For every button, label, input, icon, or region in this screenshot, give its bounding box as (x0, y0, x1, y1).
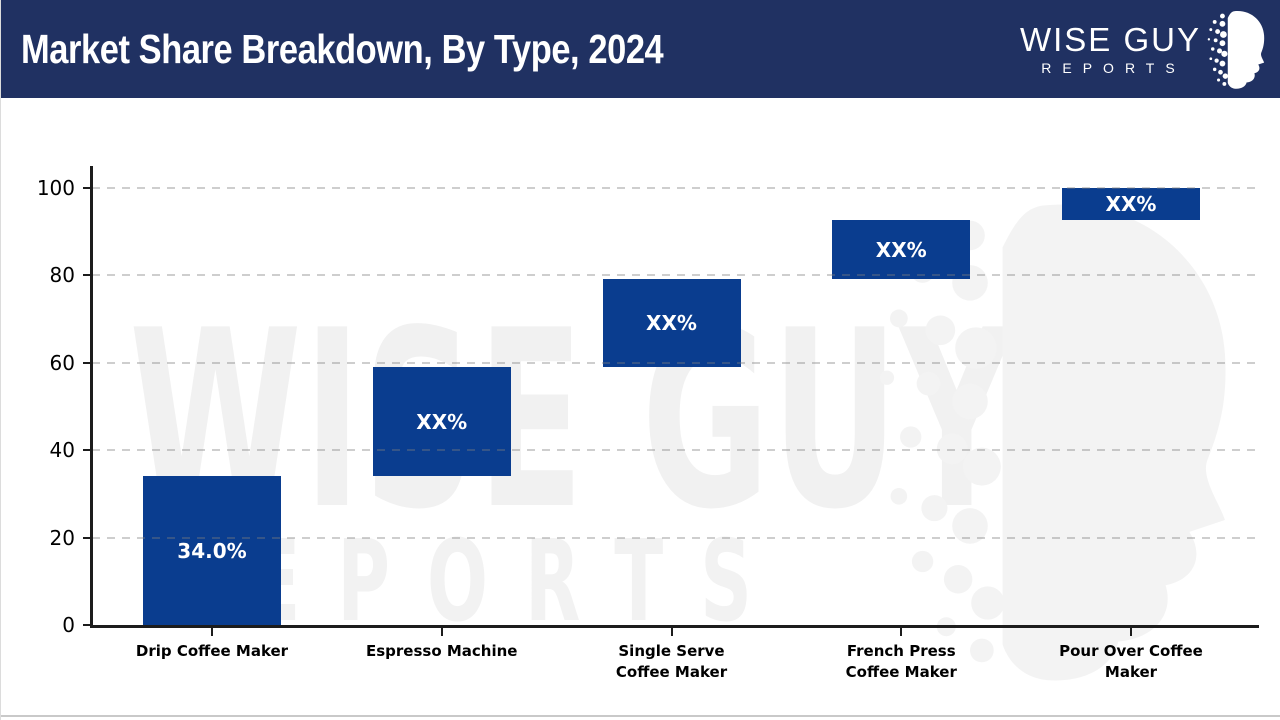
bar-segment (143, 476, 281, 625)
y-tick-label: 20 (49, 525, 75, 550)
watermark-head-icon (879, 204, 1226, 681)
wiseguy-head-icon (1207, 11, 1265, 89)
x-tick-label: Pour Over Coffee Maker (1059, 642, 1203, 681)
x-tick-label: Single Serve Coffee Maker (615, 642, 728, 681)
bar-value-label: XX% (416, 409, 468, 434)
y-tick-label: 40 (49, 438, 75, 462)
y-tick-mark (83, 536, 92, 539)
gridline (92, 361, 1259, 364)
bar-value-label: XX% (1105, 191, 1157, 216)
y-tick-mark (83, 449, 92, 451)
page-title: Market Share Breakdown, By Type, 2024 (21, 25, 664, 72)
wiseguy-logo-text: WISE GUY REPORTS (1019, 20, 1201, 76)
chart-canvas: WISE GUY REPORTS 34.0% XX% XX% XX% XX% 0 20 40 6… (1, 98, 1280, 720)
logo-wordmark: WISE GUY (1019, 20, 1201, 58)
gridline (92, 186, 1259, 189)
bar-segment (832, 220, 971, 280)
x-tick-mark (440, 627, 443, 636)
gridline (92, 274, 1259, 276)
x-axis (90, 625, 1259, 628)
x-tick-mark (670, 627, 673, 636)
bar-value-label: XX% (646, 311, 697, 336)
wiseguy-logo: WISE GUY REPORTS (1020, 0, 1267, 98)
gridline (92, 449, 1259, 451)
y-tick-label: 80 (49, 263, 75, 287)
y-axis (90, 165, 93, 628)
bar-value-label: XX% (875, 237, 927, 262)
x-tick-mark (1130, 627, 1132, 636)
header: Market Share Breakdown, By Type, 2024 WI… (1, 0, 1280, 98)
x-tick-mark (211, 627, 213, 636)
bar-segment (372, 366, 511, 477)
bar-segment (1062, 187, 1200, 221)
y-tick-label: 100 (36, 175, 75, 200)
bar-value-label: 34.0% (177, 538, 247, 563)
gridline (92, 536, 1259, 539)
x-tick-mark (900, 627, 903, 636)
y-tick-mark (83, 186, 92, 189)
logo-subtitle: REPORTS (1041, 59, 1186, 76)
x-tick-label: Espresso Machine (366, 642, 518, 660)
bar-segment (602, 279, 741, 367)
y-tick-label: 60 (49, 350, 75, 375)
bottom-border (1, 715, 1280, 717)
y-tick-mark (83, 624, 92, 626)
y-tick-mark (83, 361, 92, 364)
x-tick-label: Drip Coffee Maker (135, 642, 289, 660)
x-tick-label: French Press Coffee Maker (845, 642, 957, 681)
y-tick-mark (83, 274, 92, 276)
y-tick-label: 0 (62, 613, 75, 637)
